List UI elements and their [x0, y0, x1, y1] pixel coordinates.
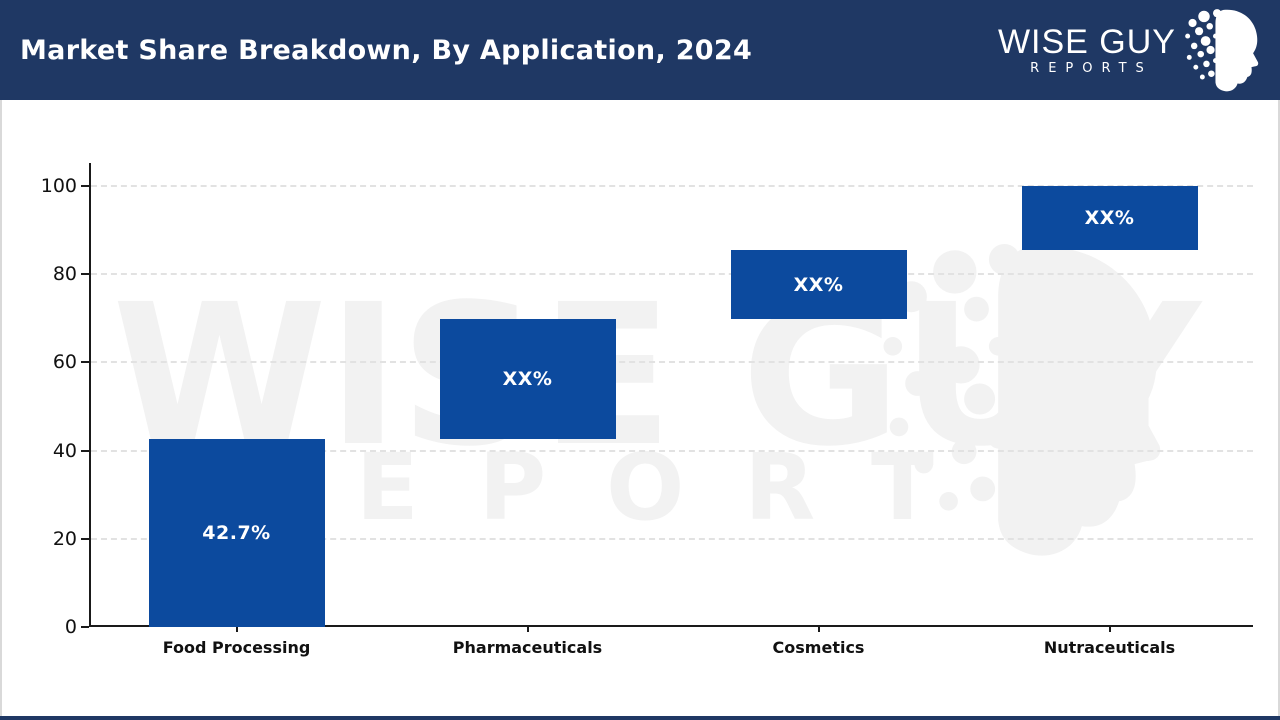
y-tick-mark-100	[81, 185, 89, 187]
y-tick-label-20: 20	[52, 527, 77, 550]
y-tick-mark-0	[81, 626, 89, 628]
x-tick-label-nutraceuticals: Nutraceuticals	[1043, 638, 1176, 657]
y-tick-mark-20	[81, 537, 89, 540]
wiseguy-logo: WISE GUY REPORTS	[998, 5, 1266, 95]
gridline-y-80	[91, 273, 1253, 276]
y-tick-label-100: 100	[40, 175, 77, 197]
bar-label-food-processing: 42.7%	[202, 521, 271, 544]
gridline-y-60	[91, 361, 1253, 364]
y-tick-label-80: 80	[52, 263, 77, 286]
gridline-y-100	[91, 185, 1253, 187]
logo-text: WISE GUY REPORTS	[998, 25, 1176, 76]
x-tick-mark-pharmaceuticals	[526, 625, 529, 632]
bar-cosmetics: XX%	[730, 249, 907, 320]
y-tick-label-40: 40	[52, 439, 77, 462]
bar-pharmaceuticals: XX%	[439, 319, 616, 439]
header-bar: Market Share Breakdown, By Application, …	[0, 0, 1280, 100]
chart-plot-area: 0 20 40 60 80 100 42.7% Food Processing XX% Pharm…	[41, 163, 1253, 657]
x-tick-mark-food-processing	[235, 625, 238, 632]
bar-label-cosmetics: XX%	[793, 273, 844, 296]
left-border	[0, 100, 2, 716]
x-tick-label-cosmetics: Cosmetics	[772, 638, 865, 657]
gridline-y-40	[91, 449, 1253, 452]
y-tick-mark-40	[81, 449, 89, 452]
bar-food-processing: 42.7%	[148, 438, 325, 627]
bar-label-pharmaceuticals: XX%	[502, 367, 553, 390]
footer-strip	[0, 716, 1280, 720]
x-tick-mark-cosmetics	[817, 625, 820, 632]
page-title: Market Share Breakdown, By Application, …	[20, 34, 753, 66]
y-tick-label-0: 0	[64, 616, 77, 638]
bar-label-nutraceuticals: XX%	[1084, 206, 1135, 229]
x-tick-label-food-processing: Food Processing	[162, 638, 311, 657]
logo-head-icon	[1185, 9, 1259, 92]
logo-wordmark: WISE GUY	[997, 22, 1176, 61]
right-border	[1278, 100, 1280, 716]
bar-nutraceuticals: XX%	[1021, 186, 1198, 250]
y-tick-mark-80	[81, 273, 89, 276]
x-tick-mark-nutraceuticals	[1108, 625, 1111, 632]
y-tick-mark-60	[81, 361, 89, 364]
logo-subtitle: REPORTS	[1030, 60, 1153, 76]
y-tick-label-60: 60	[52, 351, 77, 374]
gridline-y-20	[91, 537, 1253, 540]
x-tick-label-pharmaceuticals: Pharmaceuticals	[452, 638, 603, 657]
